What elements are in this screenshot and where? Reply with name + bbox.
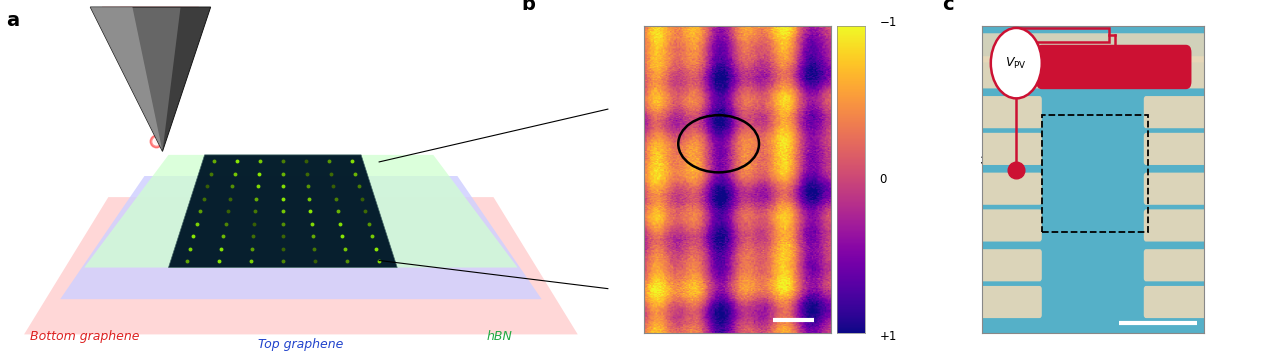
Bar xyxy=(1016,28,1110,42)
FancyBboxPatch shape xyxy=(976,96,1041,128)
Polygon shape xyxy=(84,155,517,268)
Polygon shape xyxy=(90,7,210,151)
FancyBboxPatch shape xyxy=(976,172,1041,205)
FancyBboxPatch shape xyxy=(1144,133,1210,165)
Text: $V_\mathrm{PV}$ (norm.): $V_\mathrm{PV}$ (norm.) xyxy=(977,146,993,213)
Polygon shape xyxy=(24,197,578,334)
Text: a: a xyxy=(6,11,19,30)
FancyBboxPatch shape xyxy=(1144,249,1210,281)
FancyBboxPatch shape xyxy=(981,33,1205,62)
Text: +1: +1 xyxy=(879,329,897,342)
Polygon shape xyxy=(103,7,199,130)
Polygon shape xyxy=(90,7,162,151)
Bar xyxy=(1041,115,1148,232)
Text: $\mathit{V}_\mathrm{PV}$: $\mathit{V}_\mathrm{PV}$ xyxy=(1006,56,1028,71)
FancyBboxPatch shape xyxy=(976,56,1041,88)
Polygon shape xyxy=(61,176,541,299)
Text: hBN: hBN xyxy=(487,330,512,343)
FancyBboxPatch shape xyxy=(1144,96,1210,128)
Text: b: b xyxy=(522,0,536,14)
FancyBboxPatch shape xyxy=(976,249,1041,281)
Polygon shape xyxy=(162,7,210,151)
FancyBboxPatch shape xyxy=(1036,45,1191,89)
Circle shape xyxy=(991,28,1041,98)
Text: 0: 0 xyxy=(879,173,887,186)
Polygon shape xyxy=(120,7,180,137)
Text: Top graphene: Top graphene xyxy=(258,338,343,351)
FancyBboxPatch shape xyxy=(976,133,1041,165)
Text: Bottom graphene: Bottom graphene xyxy=(29,330,139,343)
FancyBboxPatch shape xyxy=(1144,286,1210,318)
FancyBboxPatch shape xyxy=(976,209,1041,241)
FancyBboxPatch shape xyxy=(1144,209,1210,241)
Polygon shape xyxy=(169,155,398,268)
Text: −1: −1 xyxy=(879,17,897,30)
FancyBboxPatch shape xyxy=(1144,56,1210,88)
FancyBboxPatch shape xyxy=(1144,172,1210,205)
FancyBboxPatch shape xyxy=(976,286,1041,318)
Text: c: c xyxy=(943,0,954,14)
